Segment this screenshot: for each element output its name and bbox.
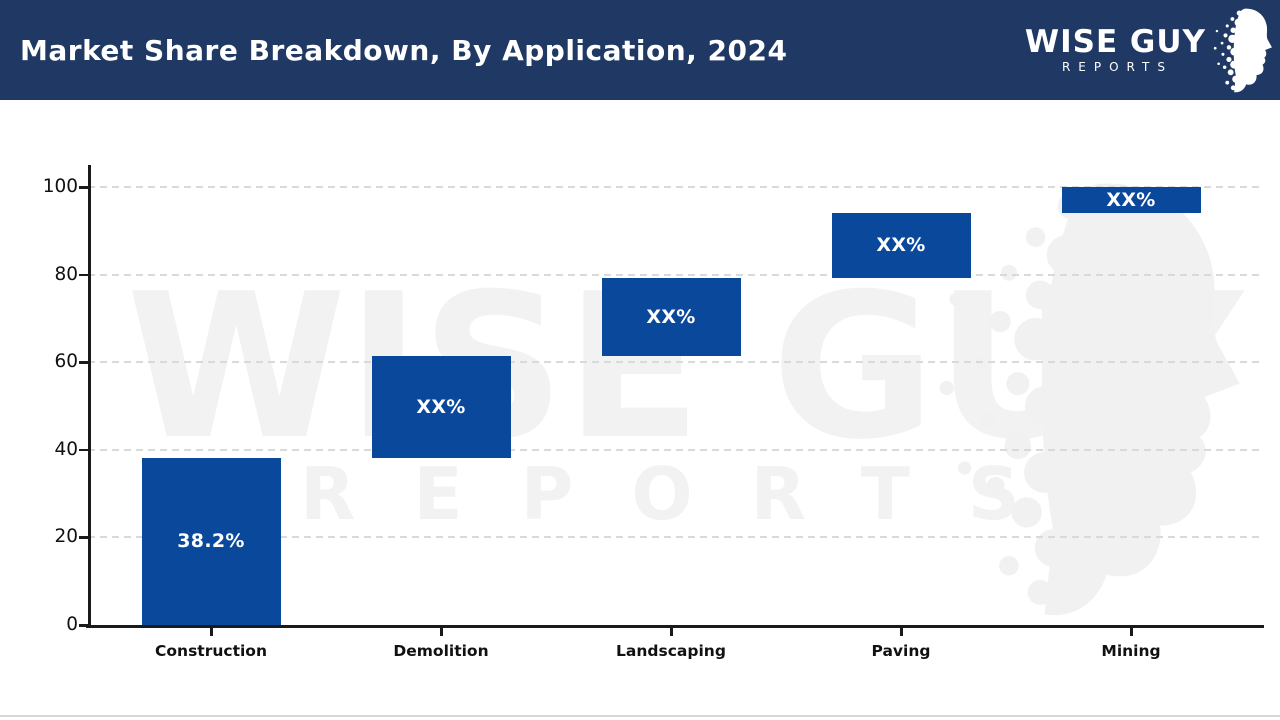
waterfall-chart: WISE GUY REPORTS 0 20 40 60 80 100 38.2% Constr… [0,100,1280,720]
y-axis-tick-label: 20 [54,526,78,548]
gridline [88,186,1262,188]
waterfall-bar: XX% [831,213,971,278]
brand-subtitle: REPORTS [1061,60,1173,75]
x-axis-line [86,625,1264,628]
bar-value-label: XX% [646,305,696,328]
header: Market Share Breakdown, By Application, … [0,0,1280,100]
x-axis-tick-mark [670,627,673,636]
y-axis-line [88,165,91,627]
plot-area: 0 20 40 60 80 100 38.2% Construction XX% Demoliti… [0,100,1280,720]
gridline [88,448,1262,451]
y-axis-tick-label: 60 [54,351,78,373]
bar-value-label: 38.2% [177,530,245,553]
y-axis-tick-mark [79,186,88,189]
x-axis-category-label: Mining [1101,642,1161,660]
y-axis-tick-label: 0 [66,614,78,635]
bar-value-label: XX% [1106,189,1156,212]
x-axis-category-label: Paving [871,642,931,660]
x-axis-category-label: Demolition [393,642,489,660]
y-axis-tick-label: 100 [42,176,78,197]
y-axis-tick-mark [79,273,88,277]
x-axis-tick-mark [900,627,903,636]
y-axis-tick-mark [79,536,88,539]
brand-logo: WISE GUY REPORTS [1025,0,1272,100]
waterfall-bar: 38.2% [141,457,281,625]
x-axis-category-label: Construction [155,642,267,660]
x-axis-tick-mark [210,627,213,636]
gridline [88,273,1262,276]
waterfall-bar: XX% [371,355,511,458]
waterfall-bar: XX% [601,277,741,356]
x-axis-tick-mark [440,627,443,636]
bar-value-label: XX% [876,234,926,257]
y-axis-tick-mark [79,361,88,364]
y-axis-tick-mark [79,624,88,627]
gridline [88,361,1262,364]
watermark-reports-text: REPORTS [300,452,1078,536]
waterfall-bar: XX% [1061,187,1201,214]
brand-logo-text: WISE GUY REPORTS [1025,26,1206,75]
x-axis-category-label: Landscaping [616,642,726,660]
y-axis-tick-label: 40 [54,438,78,460]
footer-divider [0,715,1280,717]
brand-name: WISE GUY [1024,23,1206,60]
x-axis-tick-mark [1130,627,1133,636]
y-axis-tick-label: 80 [54,263,78,285]
bar-value-label: XX% [416,395,466,418]
face-profile-icon [1213,8,1272,93]
page-title: Market Share Breakdown, By Application, … [20,33,788,67]
y-axis-tick-mark [79,448,88,452]
gridline [88,536,1262,539]
